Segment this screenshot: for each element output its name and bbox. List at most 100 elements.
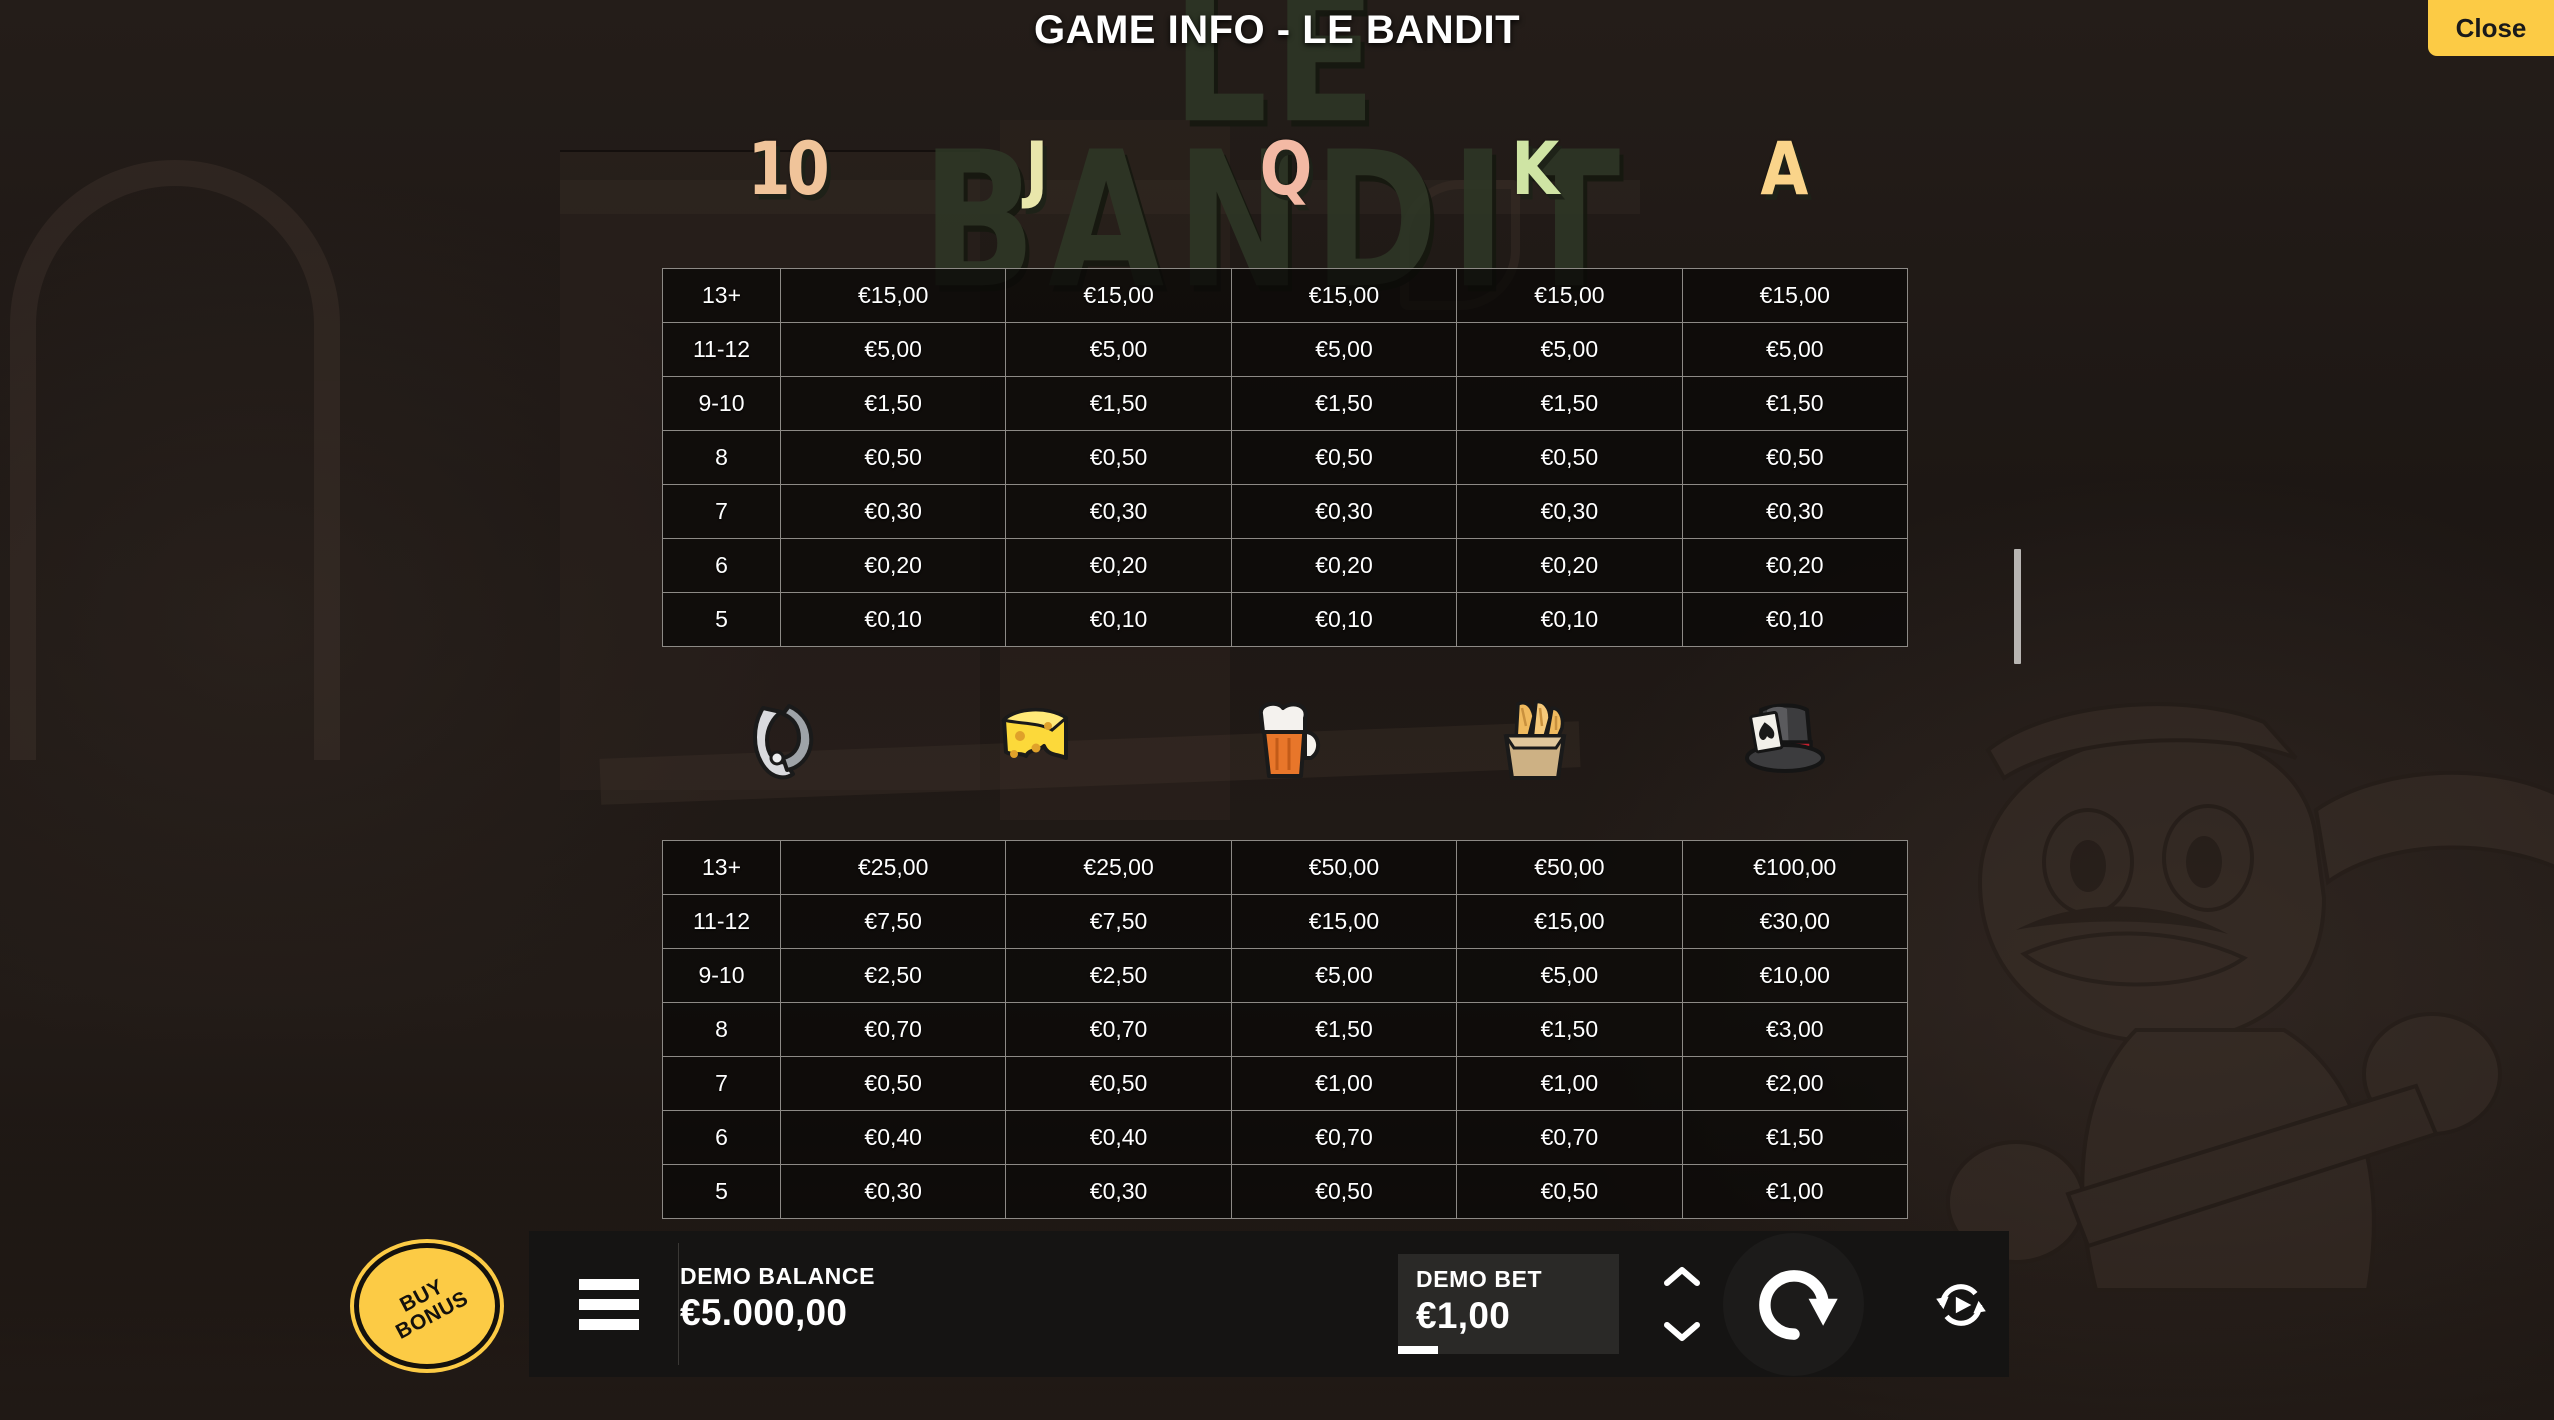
page-title: GAME INFO - LE BANDIT bbox=[1033, 8, 1521, 52]
paytable-value-cell: €1,50 bbox=[1681, 1110, 1909, 1165]
background-bandit-character bbox=[1944, 690, 2554, 1310]
paytable-value-cell: €2,50 bbox=[779, 948, 1007, 1003]
table-row: 9-10 €2,50 €2,50 €5,00 €5,00 €10,00 bbox=[662, 948, 1909, 1003]
table-row: 6 €0,40 €0,40 €0,70 €0,70 €1,50 bbox=[662, 1110, 1909, 1165]
paytable-value-cell: €0,30 bbox=[1230, 484, 1458, 539]
close-button[interactable]: Close bbox=[2428, 0, 2554, 56]
paytable-value-cell: €0,70 bbox=[779, 1002, 1007, 1057]
item-symbol-row bbox=[662, 692, 1908, 788]
paytable-value-cell: €5,00 bbox=[1230, 322, 1458, 377]
paytable-value-cell: €15,00 bbox=[1456, 268, 1683, 323]
paytable-value-cell: €0,20 bbox=[779, 538, 1007, 593]
paytable-value-cell: €1,50 bbox=[1230, 376, 1458, 431]
toolbar-divider bbox=[678, 1243, 679, 1365]
paytable-value-cell: €1,00 bbox=[1230, 1056, 1458, 1111]
table-row: 9-10 €1,50 €1,50 €1,50 €1,50 €1,50 bbox=[662, 376, 1909, 431]
paytable-value-cell: €7,50 bbox=[1005, 894, 1232, 949]
table-row: 7 €0,30 €0,30 €0,30 €0,30 €0,30 bbox=[662, 484, 1909, 539]
paytable-count-cell: 5 bbox=[662, 1164, 781, 1219]
symbol-tophat-icon bbox=[1745, 703, 1826, 773]
paytable-value-cell: €5,00 bbox=[1681, 322, 1909, 377]
paytable-value-cell: €0,70 bbox=[1456, 1110, 1683, 1165]
symbol-bread-icon bbox=[1503, 699, 1568, 780]
menu-button[interactable] bbox=[549, 1243, 669, 1365]
paytable-value-cell: €0,50 bbox=[1230, 430, 1458, 485]
paytable-value-cell: €15,00 bbox=[1456, 894, 1683, 949]
hamburger-icon-bar bbox=[579, 1278, 639, 1290]
paytable-value-cell: €0,20 bbox=[1681, 538, 1909, 593]
table-row: 13+ €15,00 €15,00 €15,00 €15,00 €15,00 bbox=[662, 268, 1909, 323]
paytable-value-cell: €0,10 bbox=[779, 592, 1007, 647]
hamburger-icon-bar bbox=[579, 1298, 639, 1310]
paytable-value-cell: €1,00 bbox=[1456, 1056, 1683, 1111]
paytable-value-cell: €15,00 bbox=[1005, 268, 1232, 323]
symbol-cell bbox=[662, 692, 911, 788]
paytable-count-cell: 6 bbox=[662, 1110, 781, 1165]
paytable-value-cell: €30,00 bbox=[1681, 894, 1909, 949]
paytable-value-cell: €0,50 bbox=[1230, 1164, 1458, 1219]
card-symbol-row: 10 J Q K A bbox=[662, 130, 1908, 205]
paytable-value-cell: €0,70 bbox=[1005, 1002, 1232, 1057]
scrollbar-track[interactable] bbox=[2013, 380, 2022, 1100]
card-paytable: 13+ €15,00 €15,00 €15,00 €15,00 €15,00 11-12 €5… bbox=[662, 268, 1909, 647]
symbol-cell bbox=[1410, 692, 1659, 788]
spin-button[interactable] bbox=[1723, 1233, 1864, 1376]
paytable-value-cell: €0,30 bbox=[779, 484, 1007, 539]
paytable-value-cell: €0,50 bbox=[779, 430, 1007, 485]
paytable-value-cell: €0,70 bbox=[1230, 1110, 1458, 1165]
paytable-value-cell: €0,30 bbox=[1456, 484, 1683, 539]
paytable-count-cell: 8 bbox=[662, 1002, 781, 1057]
paytable-value-cell: €0,30 bbox=[779, 1164, 1007, 1219]
paytable-count-cell: 13+ bbox=[662, 840, 781, 895]
symbol-cell: A bbox=[1659, 130, 1908, 205]
paytable-value-cell: €0,10 bbox=[1681, 592, 1909, 647]
paytable-value-cell: €25,00 bbox=[1005, 840, 1232, 895]
paytable-value-cell: €3,00 bbox=[1681, 1002, 1909, 1057]
bet-value: €1,00 bbox=[1416, 1295, 1511, 1336]
spin-icon bbox=[1758, 1269, 1838, 1340]
paytable-value-cell: €15,00 bbox=[1681, 268, 1909, 323]
paytable-count-cell: 9-10 bbox=[662, 948, 781, 1003]
symbol-10-icon: 10 bbox=[747, 125, 829, 212]
paytable-value-cell: €0,30 bbox=[1681, 484, 1909, 539]
paytable-value-cell: €0,50 bbox=[1681, 430, 1909, 485]
item-paytable: 13+ €25,00 €25,00 €50,00 €50,00 €100,00 11-12 €… bbox=[662, 840, 1909, 1219]
table-row: 8 €0,50 €0,50 €0,50 €0,50 €0,50 bbox=[662, 430, 1909, 485]
table-row: 8 €0,70 €0,70 €1,50 €1,50 €3,00 bbox=[662, 1002, 1909, 1057]
symbol-a-icon: A bbox=[1760, 125, 1808, 212]
symbol-cell bbox=[1659, 692, 1908, 788]
paytable-value-cell: €0,20 bbox=[1005, 538, 1232, 593]
paytable-count-cell: 7 bbox=[662, 1056, 781, 1111]
paytable-count-cell: 9-10 bbox=[662, 376, 781, 431]
chevron-up-icon[interactable] bbox=[1662, 1263, 1702, 1289]
buy-bonus-button[interactable]: BUY BONUS bbox=[354, 1243, 500, 1369]
scrollbar-thumb[interactable] bbox=[2014, 549, 2021, 664]
symbol-q-icon: Q bbox=[1259, 125, 1313, 212]
balance-value: €5.000,00 bbox=[680, 1292, 848, 1333]
table-row: 5 €0,30 €0,30 €0,50 €0,50 €1,00 bbox=[662, 1164, 1909, 1219]
symbol-cell: 10 bbox=[662, 130, 911, 205]
bet-display[interactable]: DEMO BET €1,00 bbox=[1398, 1254, 1619, 1354]
autoplay-button[interactable] bbox=[1917, 1266, 2005, 1344]
paytable-count-cell: 13+ bbox=[662, 268, 781, 323]
paytable-count-cell: 5 bbox=[662, 592, 781, 647]
paytable-value-cell: €100,00 bbox=[1681, 840, 1909, 895]
paytable-value-cell: €1,50 bbox=[1005, 376, 1232, 431]
chevron-down-icon[interactable] bbox=[1662, 1319, 1702, 1345]
paytable-value-cell: €0,20 bbox=[1456, 538, 1683, 593]
paytable-value-cell: €0,30 bbox=[1005, 1164, 1232, 1219]
paytable-value-cell: €5,00 bbox=[1230, 948, 1458, 1003]
symbol-cell bbox=[911, 692, 1160, 788]
paytable-value-cell: €1,00 bbox=[1681, 1164, 1909, 1219]
paytable-value-cell: €0,10 bbox=[1456, 592, 1683, 647]
hamburger-icon-bar bbox=[579, 1318, 639, 1330]
symbol-cell: J bbox=[911, 130, 1160, 205]
symbol-horseshoe-icon bbox=[752, 704, 813, 780]
bet-stepper[interactable] bbox=[1639, 1254, 1725, 1354]
symbol-cell: Q bbox=[1160, 130, 1409, 205]
symbol-k-icon: K bbox=[1511, 125, 1559, 212]
background-logo-line-1: LE bbox=[1171, 0, 1383, 166]
buy-bonus-label: BUY BONUS bbox=[382, 1268, 472, 1344]
symbol-cell bbox=[1160, 692, 1409, 788]
